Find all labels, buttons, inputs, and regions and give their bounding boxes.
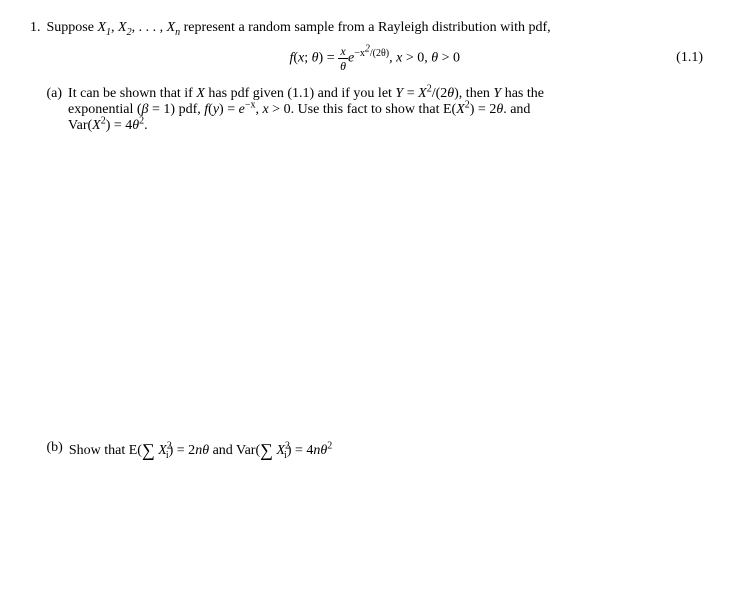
a-l1-a: It can be shown that if	[68, 86, 196, 101]
b-n2: nθ	[313, 443, 327, 458]
a-l2-d: ) = 2	[470, 102, 497, 117]
a-l3-c: .	[144, 118, 148, 133]
equation-1-1: f(x; θ) = xθe−x2/(2θ), x > 0, θ > 0 (1.1…	[47, 42, 704, 74]
b-t4: ) = 4	[287, 443, 314, 458]
b-sum2: ∑	[260, 440, 273, 460]
a-l1-c: has the	[501, 86, 544, 101]
intro-var-x1: X	[97, 20, 106, 35]
intro-sep-2: , . . . ,	[132, 20, 167, 35]
b-n1: nθ	[195, 443, 209, 458]
intro-var-x2: X	[118, 20, 127, 35]
problem-number: 1.	[30, 20, 41, 36]
problem-1: 1. Suppose X1, X2, . . . , Xn represent …	[30, 20, 703, 461]
vertical-gap	[47, 134, 704, 434]
b-t1: Show that E(	[69, 443, 142, 458]
intro-sep-1: ,	[111, 20, 118, 35]
part-a-label: (a)	[47, 86, 63, 102]
eq-exponent: −x2/(2θ)	[354, 48, 389, 59]
a-l2-close: ) =	[219, 102, 239, 117]
part-a-body: It can be shown that if X has pdf given …	[68, 86, 703, 134]
eq-frac-bot: θ	[338, 59, 348, 72]
a-l2-Xsq: X	[456, 102, 465, 117]
eq-exp-neg: −x	[354, 48, 365, 59]
a-l1-div-open: /(2	[432, 86, 448, 101]
part-b: (b) Show that E(∑ X2i) = 2nθ and Var(∑ X…	[47, 440, 704, 461]
a-l1-eq: =	[403, 86, 418, 101]
eq-semi: ;	[304, 50, 311, 65]
problem-intro: Suppose X1, X2, . . . , Xn represent a r…	[47, 20, 704, 36]
part-b-body: Show that E(∑ X2i) = 2nθ and Var(∑ X2i) …	[69, 440, 703, 461]
a-l3-b: ) = 4	[106, 118, 133, 133]
equation-expression: f(x; θ) = xθe−x2/(2θ), x > 0, θ > 0	[289, 45, 460, 72]
part-b-label: (b)	[47, 440, 63, 456]
a-l1-div: /(2θ	[432, 86, 454, 101]
eq-fraction: xθ	[338, 45, 348, 72]
b-t2: ) = 2	[169, 443, 196, 458]
a-l1-Xsq: X	[418, 86, 427, 101]
a-l3-a: Var(	[68, 118, 92, 133]
problem-body: Suppose X1, X2, . . . , Xn represent a r…	[47, 20, 704, 461]
b-expf: 2	[327, 440, 332, 451]
a-l2-e2: . and	[503, 102, 530, 117]
part-a: (a) It can be shown that if X has pdf gi…	[47, 86, 704, 134]
b-t3: and Var(	[209, 443, 260, 458]
eq-cond1: > 0,	[402, 50, 431, 65]
eq-exp-div: /(2θ)	[370, 48, 389, 59]
a-l1-X: X	[196, 86, 205, 101]
intro-var-xn: X	[167, 20, 176, 35]
a-l1-close: ), then	[454, 86, 493, 101]
equation-number: (1.1)	[676, 50, 703, 66]
intro-text-a: Suppose	[47, 20, 98, 35]
a-l3-X: X	[92, 118, 101, 133]
a-l1-b: has pdf given (1.1) and if you let	[205, 86, 396, 101]
b-sum1: ∑	[142, 440, 155, 460]
eq-cond2: > 0	[438, 50, 460, 65]
a-l2-exp: −x	[245, 99, 256, 110]
eq-close-eq: ) =	[319, 50, 339, 65]
eq-frac-top: x	[338, 45, 348, 59]
intro-text-b: represent a random sample from a Rayleig…	[180, 20, 551, 35]
a-l2-gt: > 0. Use this fact to show that E(	[269, 102, 457, 117]
eq-theta: θ	[312, 50, 319, 65]
a-l2-b: = 1) pdf,	[149, 102, 205, 117]
